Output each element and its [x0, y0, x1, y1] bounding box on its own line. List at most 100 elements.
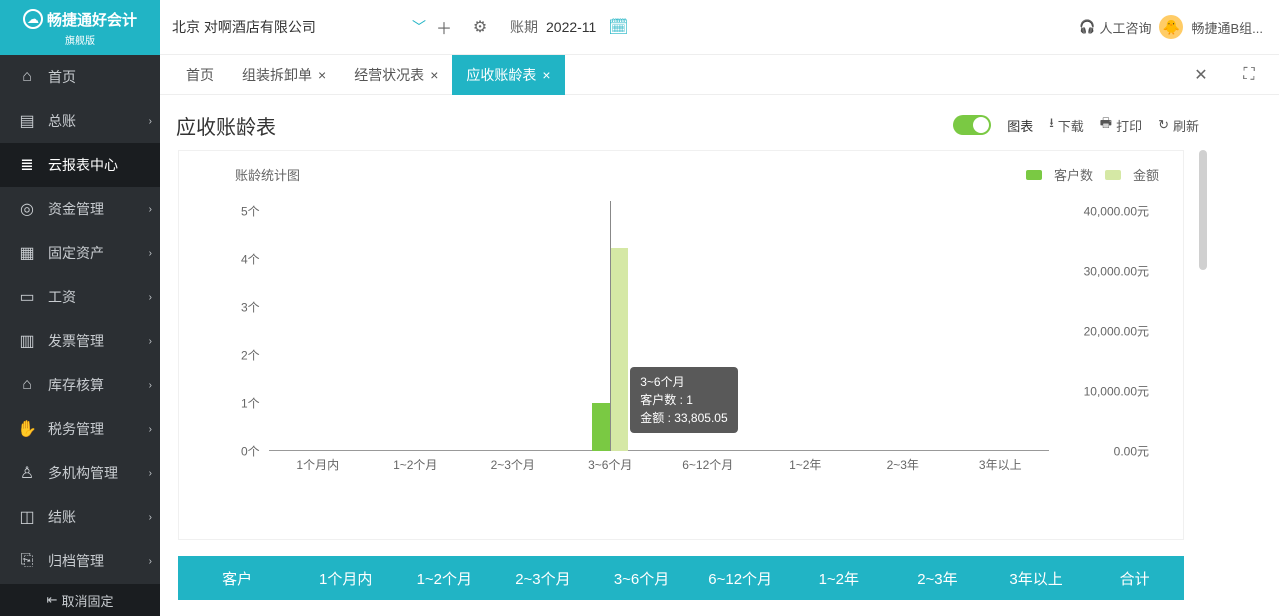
x-tick: 2~3个月 [491, 456, 535, 473]
y-right-tick: 10,000.00元 [1084, 383, 1149, 400]
nav-label: 资金管理 [48, 199, 104, 219]
x-tick: 6~12个月 [682, 456, 733, 473]
sidebar-item-10[interactable]: ◫结账› [0, 495, 160, 539]
tabbar: 首页组装拆卸单×经营状况表× 应收账龄表 × ✕ ⛶ [160, 55, 1279, 95]
sidebar: ☁ 畅捷通好会计 旗舰版 ⌂首页▤总账›≣云报表中心◎资金管理›▦固定资产›▭工… [0, 0, 160, 616]
sidebar-item-7[interactable]: ⌂库存核算› [0, 363, 160, 407]
y-left-tick: 0个 [241, 443, 260, 460]
legend-swatch-customers [1026, 170, 1042, 180]
brand-logo: ☁ 畅捷通好会计 旗舰版 [0, 0, 160, 55]
nav-icon: ▦ [18, 244, 36, 262]
cancel-fixed-label: 取消固定 [61, 591, 113, 610]
sidebar-item-9[interactable]: ♙多机构管理› [0, 451, 160, 495]
sidebar-item-2[interactable]: ≣ 云报表中心 [0, 143, 160, 187]
download-button[interactable]: ⭳下载 [1049, 114, 1084, 136]
legend-swatch-amount [1105, 170, 1121, 180]
table-header-0: 客户 [178, 568, 296, 589]
y-right-tick: 0.00元 [1114, 443, 1149, 460]
y-left-tick: 1个 [241, 395, 260, 412]
x-tick: 1~2年 [789, 456, 821, 473]
close-icon[interactable]: × [542, 67, 550, 83]
period-value[interactable]: 2022-11 [546, 19, 596, 35]
download-icon: ⭳ [1049, 114, 1054, 136]
sidebar-item-0[interactable]: ⌂首页 [0, 55, 160, 99]
table-header-2: 1~2个月 [395, 568, 494, 589]
sidebar-item-3[interactable]: ◎资金管理› [0, 187, 160, 231]
aging-table-header: 客户1个月内1~2个月2~3个月3~6个月6~12个月1~2年2~3年3年以上合… [178, 556, 1184, 600]
nav-label: 工资 [48, 287, 76, 307]
table-header-8: 3年以上 [987, 568, 1086, 589]
chevron-right-icon: › [149, 248, 152, 259]
add-button[interactable]: ＋ [430, 13, 458, 41]
fullscreen-button[interactable]: ⛶ [1235, 61, 1263, 89]
chevron-right-icon: › [149, 380, 152, 391]
sidebar-item-5[interactable]: ▭工资› [0, 275, 160, 319]
legend-label-amount: 金额 [1133, 165, 1159, 184]
y-left-tick: 3个 [241, 299, 260, 316]
chart-tooltip: 3~6个月客户数 : 1金额 : 33,805.05 [630, 367, 737, 433]
y-left-tick: 2个 [241, 347, 260, 364]
sidebar-item-11[interactable]: ⎘归档管理› [0, 539, 160, 583]
period-label: 账期 [510, 17, 538, 37]
chart-toggle-label: 图表 [1007, 116, 1033, 135]
nav-label: 云报表中心 [48, 155, 118, 175]
consult-button[interactable]: 🎧 人工咨询 [1079, 18, 1151, 37]
y-left-tick: 5个 [241, 203, 260, 220]
close-icon[interactable]: × [318, 67, 326, 83]
x-tick: 2~3年 [887, 456, 919, 473]
tab-1[interactable]: 组装拆卸单× [228, 55, 340, 95]
nav-label: 固定资产 [48, 243, 104, 263]
nav-label: 归档管理 [48, 551, 104, 571]
sidebar-item-8[interactable]: ✋税务管理› [0, 407, 160, 451]
tab-label: 应收账龄表 [466, 65, 536, 85]
nav-icon: ⎘ [18, 552, 36, 570]
refresh-button[interactable]: ↻刷新 [1158, 116, 1199, 135]
tab-label: 首页 [186, 65, 214, 85]
tab-3[interactable]: 应收账龄表 × [452, 55, 564, 95]
x-tick: 1~2个月 [393, 456, 437, 473]
avatar[interactable]: 🐥 [1159, 15, 1183, 39]
refresh-icon: ↻ [1158, 117, 1169, 133]
chevron-right-icon: › [149, 116, 152, 127]
settings-button[interactable]: ⚙ [466, 13, 494, 41]
chart-plot: 0个1个2个3个4个5个0.00元10,000.00元20,000.00元30,… [269, 211, 1049, 451]
close-all-tabs-button[interactable]: ✕ [1187, 61, 1215, 89]
table-header-3: 2~3个月 [494, 568, 593, 589]
aging-chart: 账龄统计图 客户数 金额 0个1个2个3个4个5个0.00元10,000.00元… [178, 150, 1184, 540]
bar-customers[interactable] [592, 403, 610, 451]
chart-toggle[interactable] [953, 115, 991, 135]
nav-icon: ◫ [18, 508, 36, 526]
nav-icon: ◎ [18, 200, 36, 218]
chevron-down-icon[interactable]: ﹀ [412, 17, 426, 37]
x-tick: 1个月内 [296, 456, 339, 473]
scrollbar[interactable] [1199, 150, 1207, 270]
nav-icon: ▥ [18, 332, 36, 350]
chevron-right-icon: › [149, 292, 152, 303]
nav-label: 多机构管理 [48, 463, 118, 483]
company-selector[interactable]: 北京 对啊酒店有限公司 [172, 17, 412, 37]
chart-legend: 客户数 金额 [1026, 165, 1159, 184]
nav-label: 结账 [48, 507, 76, 527]
sidebar-item-4[interactable]: ▦ 固定资产 › [0, 231, 160, 275]
print-button[interactable]: 🖶打印 [1100, 114, 1142, 136]
tab-2[interactable]: 经营状况表× [340, 55, 452, 95]
sidebar-item-1[interactable]: ▤总账› [0, 99, 160, 143]
collapse-icon: ⇤ [47, 592, 58, 608]
nav-icon: ▤ [18, 112, 36, 130]
user-name[interactable]: 畅捷通B组... [1191, 18, 1263, 37]
nav-icon: ⌂ [18, 376, 36, 394]
sidebar-item-6[interactable]: ▥发票管理› [0, 319, 160, 363]
tab-0[interactable]: 首页 [172, 55, 228, 95]
chart-title: 账龄统计图 [235, 165, 300, 184]
table-header-1: 1个月内 [296, 568, 395, 589]
nav-icon: ≣ [18, 156, 36, 174]
nav-label: 首页 [48, 67, 76, 87]
chevron-right-icon: › [149, 424, 152, 435]
bar-amount[interactable] [610, 248, 628, 451]
close-icon[interactable]: × [430, 67, 438, 83]
cancel-fixed-button[interactable]: ⇤ 取消固定 [0, 584, 160, 616]
x-tick: 3年以上 [979, 456, 1022, 473]
nav-icon: ♙ [18, 464, 36, 482]
page-title: 应收账龄表 [176, 111, 276, 140]
calendar-icon[interactable]: 🗓 [604, 13, 632, 41]
